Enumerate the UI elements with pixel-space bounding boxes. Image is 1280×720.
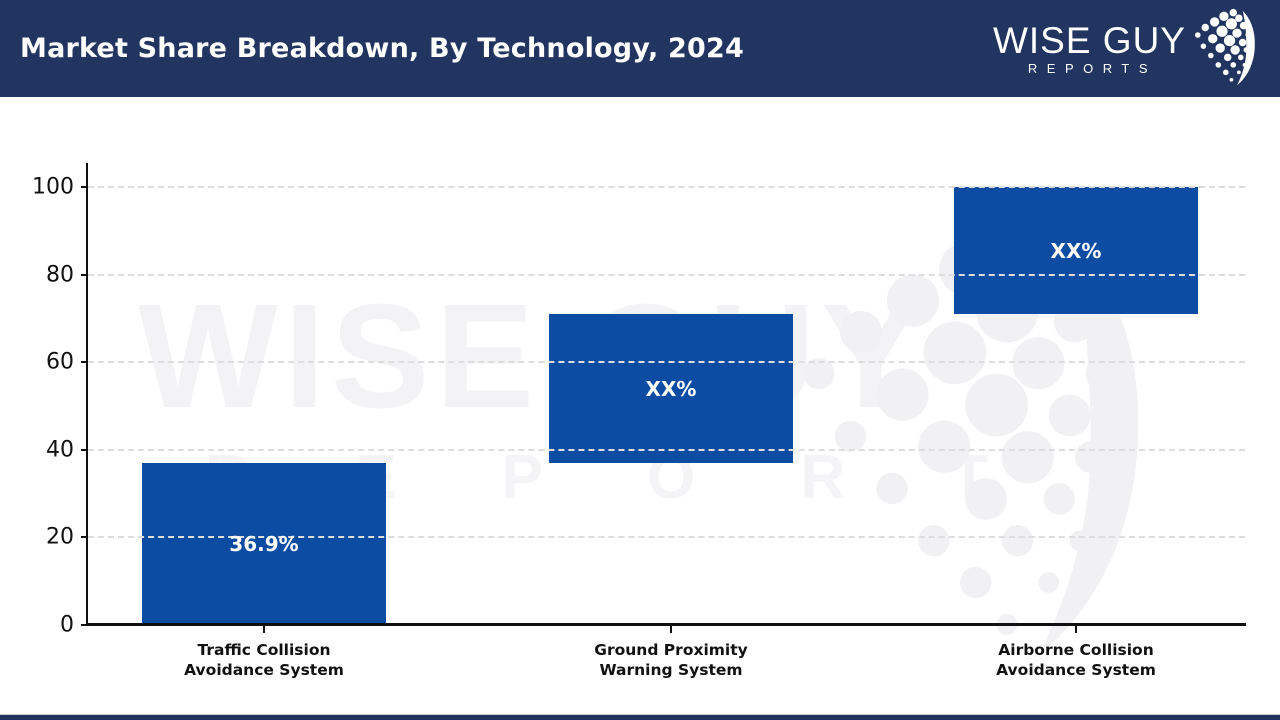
bar-segment-1 [142,463,386,625]
y-tick-40 [81,448,88,451]
gridline-y20 [88,536,1245,539]
wise-guy-reports-logo: WISE GUY REPORTS [993,7,1280,91]
logo-text: WISE GUY REPORTS [993,22,1186,75]
y-tick-80 [81,273,88,276]
x-category-line: Airborne Collision [998,641,1154,659]
x-category-label-1: Traffic Collision Avoidance System [184,640,344,681]
y-tick-label-60: 60 [46,349,74,375]
x-tick-2 [670,625,672,633]
gridline-y40 [88,448,1245,451]
y-tick-label-80: 80 [46,262,74,288]
bar-value-label-1: 36.9% [229,532,299,557]
bar-segment-3 [954,187,1198,315]
logo-wordmark: WISE GUY [992,20,1186,61]
gridline-y80 [88,273,1245,276]
gridline-y100 [88,186,1245,188]
y-tick-label-100: 100 [32,174,74,200]
x-category-label-2: Ground Proximity Warning System [594,640,748,681]
logo-subtitle: REPORTS [1027,61,1158,76]
y-axis-spine [86,163,88,624]
dotted-head-icon [1195,8,1255,85]
header-bar: Market Share Breakdown, By Technology, 2… [0,0,1280,97]
bar-value-label-2: XX% [645,376,697,401]
x-category-line: Avoidance System [996,661,1156,680]
y-tick-100 [81,186,88,188]
y-tick-label-0: 0 [60,612,74,638]
footer-bar [0,714,1280,720]
y-tick-60 [81,361,88,364]
y-tick-label-40: 40 [46,437,74,463]
x-category-label-3: Airborne Collision Avoidance System [996,640,1156,681]
y-tick-20 [81,536,88,539]
x-axis-spine [86,623,1246,626]
x-tick-1 [263,625,265,633]
y-tick-label-20: 20 [46,524,74,550]
y-tick-0 [81,624,88,626]
chart-area: WISE GUY R E P O R T S 0 20 40 60 80 100 36.9%… [0,97,1280,714]
x-tick-3 [1075,625,1077,633]
x-category-line: Traffic Collision [197,641,331,659]
gridline-y60 [88,361,1245,364]
bar-segment-2 [549,314,793,464]
page-title: Market Share Breakdown, By Technology, 2… [20,33,745,64]
x-category-line: Ground Proximity [594,641,748,659]
x-category-line: Warning System [599,661,743,680]
x-category-line: Avoidance System [184,661,344,680]
bar-value-label-3: XX% [1050,238,1102,263]
